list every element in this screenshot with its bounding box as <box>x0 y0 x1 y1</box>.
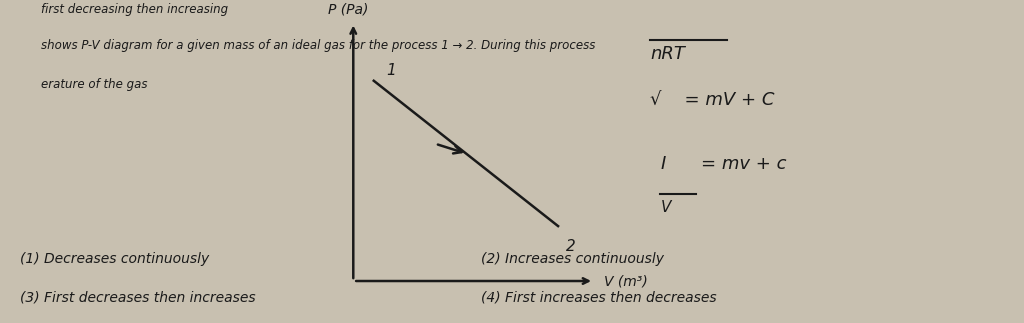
Text: erature of the gas: erature of the gas <box>41 78 147 90</box>
Text: first decreasing then increasing: first decreasing then increasing <box>41 3 228 16</box>
Text: (3) First decreases then increases: (3) First decreases then increases <box>20 291 256 305</box>
Text: shows P-V diagram for a given mass of an ideal gas for the process 1 → 2. During: shows P-V diagram for a given mass of an… <box>41 39 595 52</box>
Text: 1: 1 <box>386 63 396 78</box>
Text: = mv + c: = mv + c <box>701 155 786 173</box>
Text: (2) Increases continuously: (2) Increases continuously <box>481 252 665 266</box>
Text: (1) Decreases continuously: (1) Decreases continuously <box>20 252 210 266</box>
Text: √    = mV + C: √ = mV + C <box>650 90 775 109</box>
Text: 2: 2 <box>566 239 577 254</box>
Text: nRT: nRT <box>650 45 685 63</box>
Text: V: V <box>660 200 671 215</box>
Text: I: I <box>660 155 666 173</box>
Text: V (m³): V (m³) <box>604 274 648 288</box>
Text: P (Pa): P (Pa) <box>328 2 369 16</box>
Text: (4) First increases then decreases: (4) First increases then decreases <box>481 291 717 305</box>
